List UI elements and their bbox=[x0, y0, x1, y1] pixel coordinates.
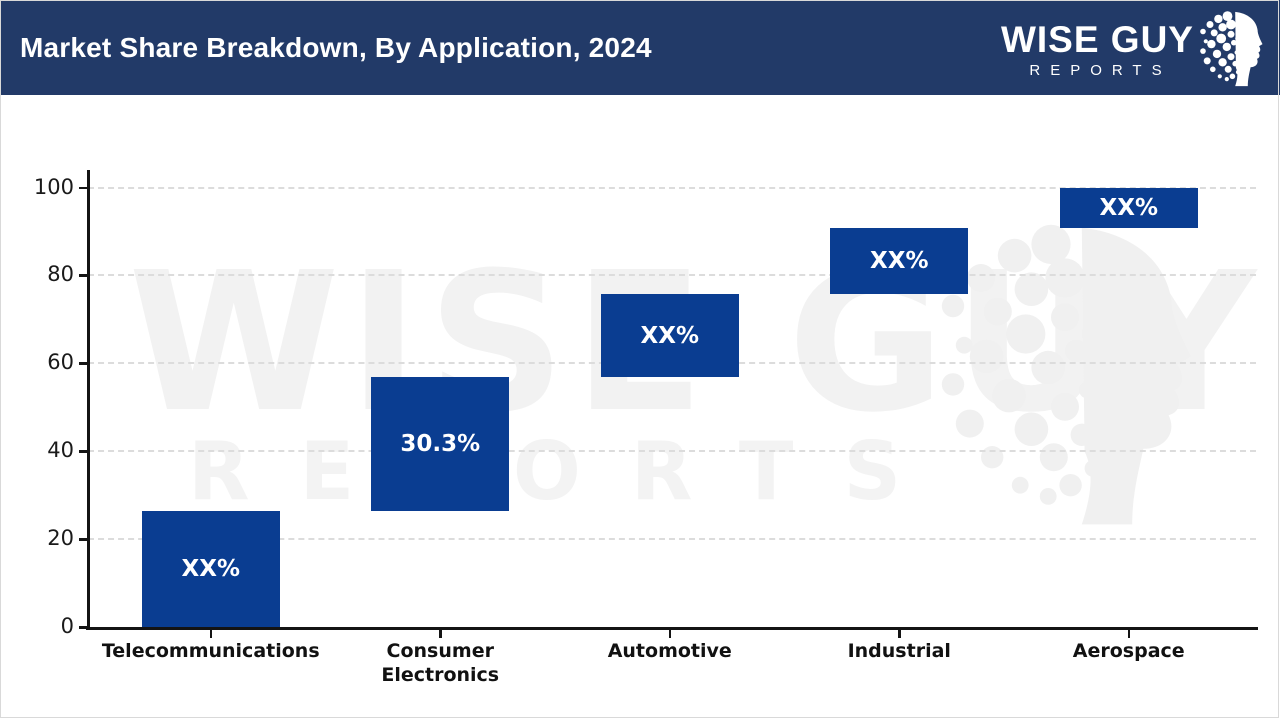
x-tick-mark-4 bbox=[898, 629, 901, 638]
y-axis-line bbox=[87, 170, 90, 629]
page-title: Market Share Breakdown, By Application, … bbox=[20, 31, 652, 63]
x-tick-mark-5 bbox=[1127, 629, 1131, 638]
logo-text-secondary: REPORTS bbox=[1029, 61, 1172, 79]
gridline-40 bbox=[88, 450, 1256, 453]
x-tick-mark-1 bbox=[209, 629, 213, 638]
y-tick-mark-100 bbox=[79, 186, 88, 190]
y-tick-label-20: 20 bbox=[47, 526, 74, 551]
x-category-label-industrial: Industrial bbox=[847, 640, 951, 662]
x-axis-line bbox=[86, 627, 1258, 630]
bar-telecommunications: XX% bbox=[141, 510, 280, 627]
y-tick-label-0: 0 bbox=[60, 614, 74, 638]
y-tick-mark-20 bbox=[79, 538, 88, 541]
gridline-20 bbox=[88, 538, 1256, 541]
bar-value-label: XX% bbox=[181, 555, 240, 582]
bar-aerospace: XX% bbox=[1059, 187, 1198, 228]
y-tick-label-60: 60 bbox=[47, 350, 74, 375]
y-tick-mark-60 bbox=[79, 362, 88, 365]
x-category-label-aerospace: Aerospace bbox=[1072, 640, 1185, 662]
bar-industrial: XX% bbox=[830, 228, 969, 295]
y-tick-mark-40 bbox=[79, 450, 88, 453]
x-tick-mark-2 bbox=[439, 629, 442, 638]
y-tick-label-80: 80 bbox=[47, 262, 74, 287]
gridline-100 bbox=[88, 186, 1256, 189]
bar-automotive: XX% bbox=[600, 294, 739, 378]
x-category-label-telecommunications: Telecommunications bbox=[101, 640, 320, 662]
y-tick-label-40: 40 bbox=[47, 438, 74, 463]
bar-value-label: XX% bbox=[1099, 194, 1158, 221]
x-tick-mark-3 bbox=[668, 629, 672, 638]
x-category-label-consumer-electronics: Consumer Electronics bbox=[381, 640, 500, 686]
gridline-80 bbox=[88, 274, 1256, 277]
bar-consumer-electronics: 30.3% bbox=[371, 377, 510, 511]
logo-text-primary: WISE GUY bbox=[1000, 18, 1194, 60]
logo-head-icon bbox=[1200, 11, 1263, 87]
y-tick-mark-0 bbox=[79, 626, 88, 629]
x-category-label-automotive: Automotive bbox=[607, 640, 732, 662]
y-tick-mark-80 bbox=[79, 274, 88, 277]
header-bar: Market Share Breakdown, By Application, … bbox=[0, 0, 1280, 95]
bar-value-label: XX% bbox=[869, 248, 929, 275]
wise-guy-reports-logo: WISE GUY REPORTS bbox=[1001, 6, 1266, 92]
bar-value-label: XX% bbox=[640, 322, 699, 349]
y-tick-label-100: 100 bbox=[33, 174, 74, 199]
bar-value-label: 30.3% bbox=[400, 430, 481, 457]
